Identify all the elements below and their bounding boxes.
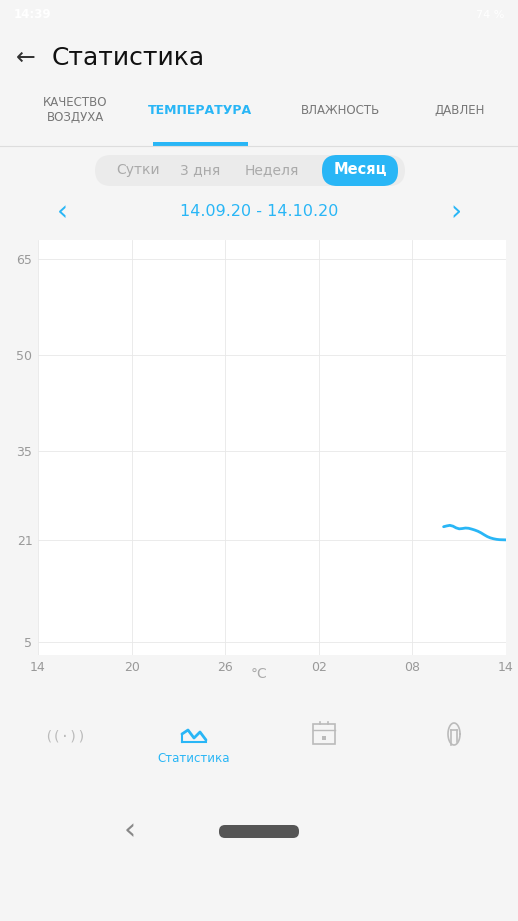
Text: Неделя: Неделя xyxy=(245,163,299,177)
Bar xyxy=(322,736,326,740)
Text: 3 дня: 3 дня xyxy=(180,163,220,177)
Text: ДАВЛЕН: ДАВЛЕН xyxy=(435,103,485,116)
Bar xyxy=(152,143,248,146)
Text: Статистика: Статистика xyxy=(158,752,230,764)
FancyBboxPatch shape xyxy=(219,825,299,838)
FancyBboxPatch shape xyxy=(322,155,398,186)
Text: КАЧЕСТВО
ВОЗДУХА: КАЧЕСТВО ВОЗДУХА xyxy=(43,96,107,124)
Text: ‹: ‹ xyxy=(56,198,67,226)
Text: Статистика: Статистика xyxy=(52,46,205,70)
Text: ›: › xyxy=(451,198,462,226)
Text: 74 %: 74 % xyxy=(476,10,504,20)
Text: ‹: ‹ xyxy=(124,817,136,845)
FancyBboxPatch shape xyxy=(95,155,405,186)
Text: Сутки: Сутки xyxy=(116,163,160,177)
Text: °C: °C xyxy=(251,667,267,681)
Text: ←: ← xyxy=(16,46,36,70)
Text: ТЕМПЕРАТУРА: ТЕМПЕРАТУРА xyxy=(148,103,252,116)
Text: Месяц: Месяц xyxy=(333,162,387,178)
Text: 14.09.20 - 14.10.20: 14.09.20 - 14.10.20 xyxy=(180,204,338,219)
Text: 14:39: 14:39 xyxy=(14,8,52,21)
Text: ((·)): ((·)) xyxy=(44,729,86,743)
Text: ВЛАЖНОСТЬ: ВЛАЖНОСТЬ xyxy=(300,103,380,116)
